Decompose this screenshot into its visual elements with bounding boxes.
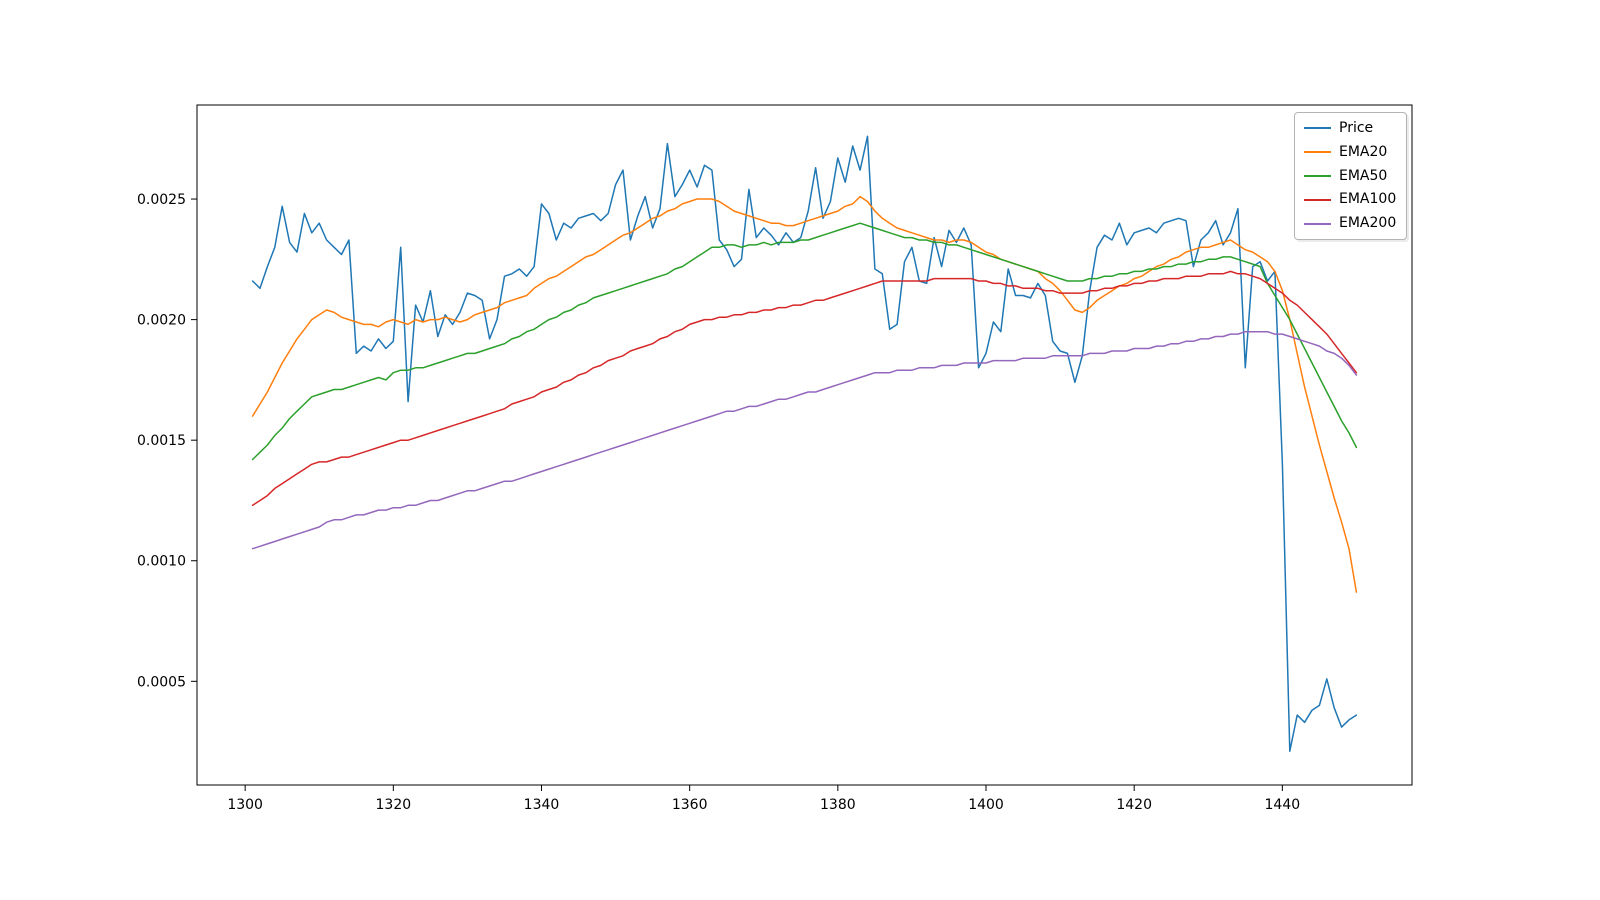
y-axis-tick-label: 0.0020: [137, 313, 186, 329]
y-axis-tick-label: 0.0015: [137, 433, 186, 449]
legend-label-ema200: EMA200: [1339, 215, 1397, 232]
legend-label-ema50: EMA50: [1339, 167, 1388, 184]
legend: Price EMA20 EMA50 EMA100 EMA200: [1294, 112, 1408, 240]
x-axis-tick-label: 1300: [227, 797, 263, 813]
legend-item-ema50: EMA50: [1304, 168, 1396, 185]
series-line-price: [251, 135, 1358, 752]
legend-item-ema20: EMA20: [1304, 144, 1396, 161]
legend-item-ema200: EMA200: [1304, 215, 1396, 232]
series-line-ema50: [251, 222, 1358, 461]
series-line-ema200: [251, 330, 1358, 550]
x-axis-tick-label: 1380: [820, 797, 856, 813]
y-axis-tick-label: 0.0005: [137, 674, 186, 690]
legend-swatch-ema200: [1304, 222, 1331, 225]
legend-swatch-ema100: [1304, 198, 1331, 201]
legend-swatch-ema50: [1304, 174, 1331, 177]
y-axis-tick-label: 0.0010: [137, 554, 186, 570]
x-axis-tick-label: 1340: [524, 797, 560, 813]
x-axis-tick-label: 1420: [1116, 797, 1152, 813]
x-axis-tick-label: 1360: [672, 797, 708, 813]
legend-label-ema20: EMA20: [1339, 143, 1388, 160]
plot-border: [196, 104, 1413, 786]
legend-item-ema100: EMA100: [1304, 191, 1396, 208]
legend-item-price: Price: [1304, 120, 1396, 137]
y-axis-tick-label: 0.0025: [137, 192, 186, 208]
x-axis-tick-label: 1320: [376, 797, 412, 813]
legend-label-price: Price: [1339, 120, 1374, 136]
x-axis-tick-label: 1400: [968, 797, 1004, 813]
legend-label-ema100: EMA100: [1339, 191, 1397, 208]
series-line-ema100: [251, 270, 1358, 507]
legend-swatch-price: [1304, 127, 1331, 130]
series-line-ema20: [251, 195, 1358, 593]
x-axis-tick-label: 1440: [1265, 797, 1301, 813]
legend-swatch-ema20: [1304, 151, 1331, 154]
